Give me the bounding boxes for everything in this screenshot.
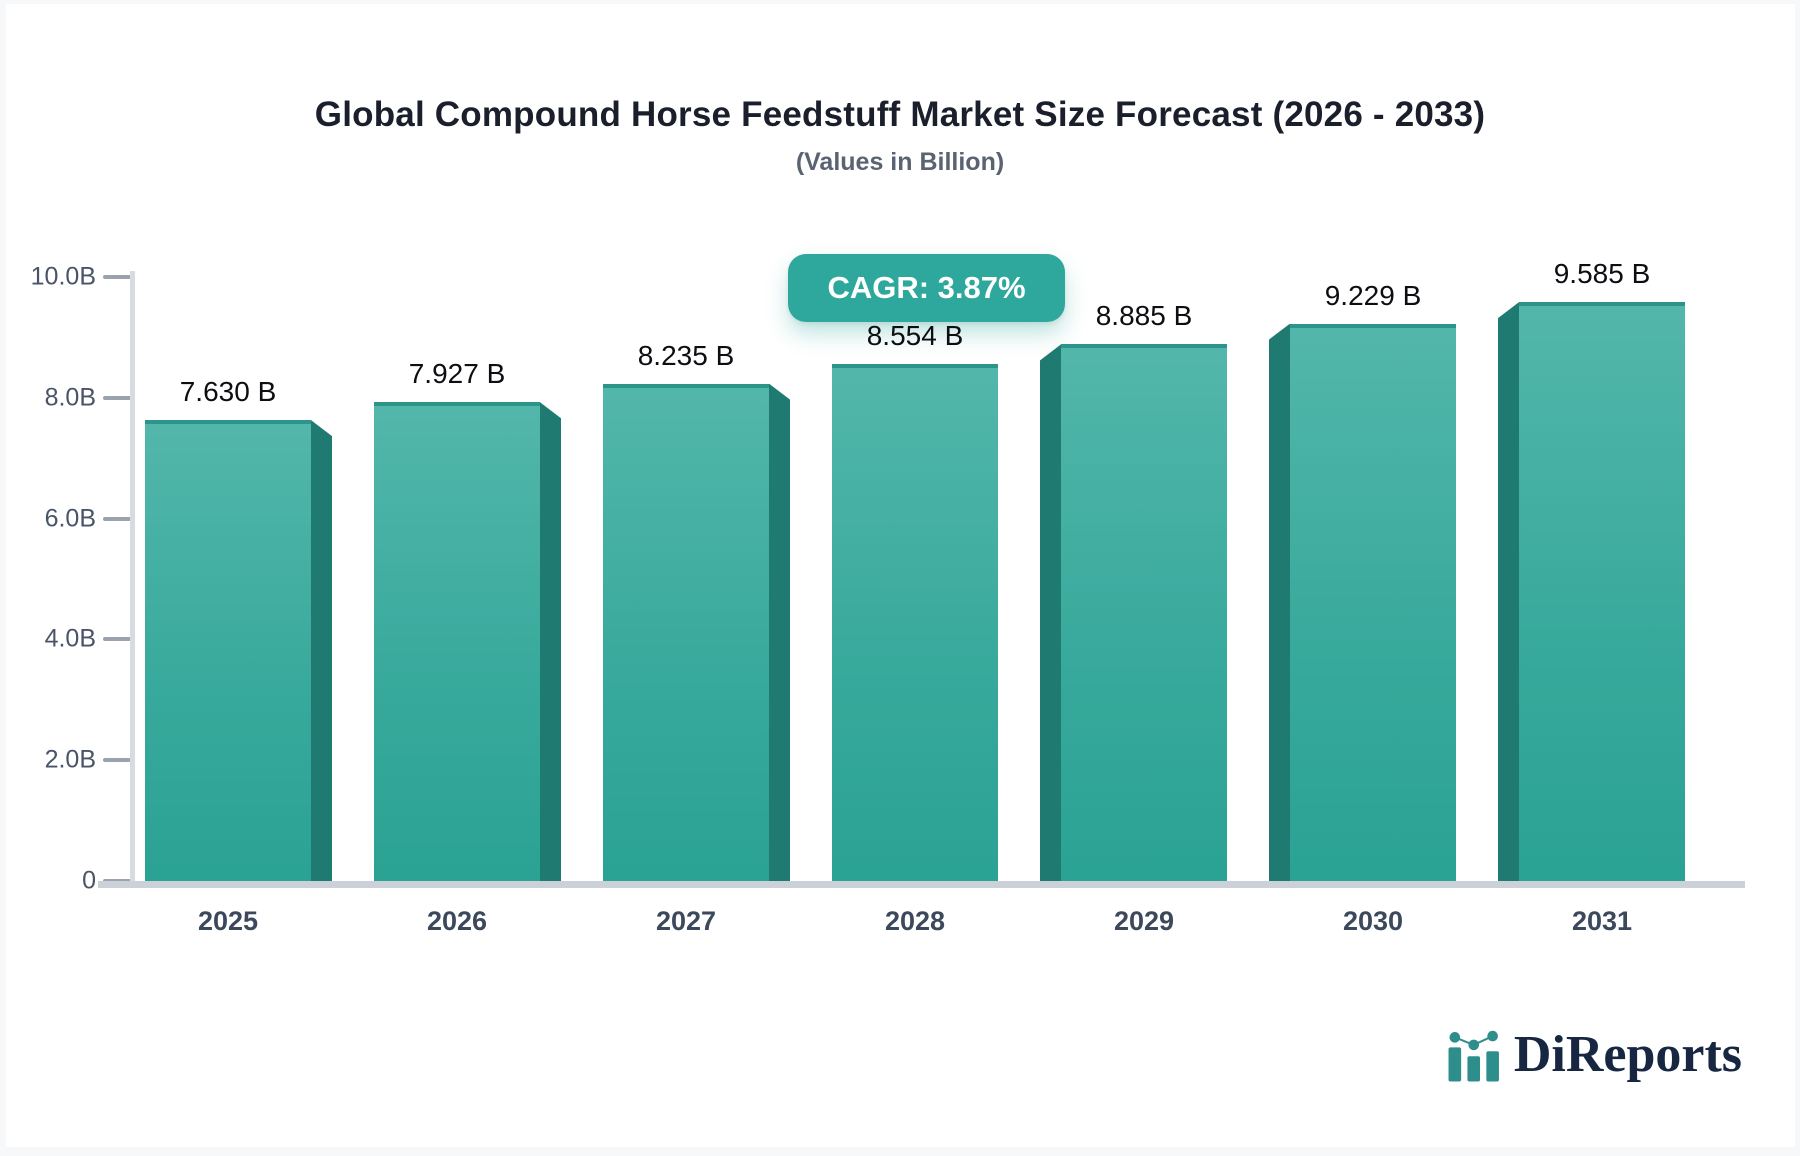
x-axis-category-label: 2028 bbox=[884, 906, 946, 936]
bar-value-label: 8.554 B bbox=[866, 320, 964, 352]
bar-value-label: 7.630 B bbox=[179, 376, 277, 408]
brand-name: DiReports bbox=[1513, 1026, 1742, 1083]
bar-3d-side bbox=[540, 402, 561, 881]
bar-3d-side bbox=[1040, 344, 1061, 881]
bar-value-label: 8.885 B bbox=[1095, 300, 1193, 332]
y-axis-tick-mark bbox=[103, 637, 131, 642]
x-axis-category-label: 2027 bbox=[655, 906, 717, 936]
y-axis-tick-label: 0 bbox=[82, 866, 96, 895]
x-axis-baseline bbox=[98, 881, 1745, 888]
cagr-badge: CAGR: 3.87% bbox=[788, 254, 1065, 322]
bar-3d-side bbox=[769, 383, 790, 881]
y-axis-tick-mark bbox=[103, 395, 131, 400]
y-axis-tick-mark bbox=[103, 275, 131, 279]
bar-2026 bbox=[374, 402, 540, 881]
y-axis-tick-label: 2.0B bbox=[44, 745, 96, 774]
bar-3d-side bbox=[1269, 323, 1290, 881]
bar-value-label: 8.235 B bbox=[637, 339, 735, 371]
bar-2031 bbox=[1519, 302, 1685, 881]
chart-title: Global Compound Horse Feedstuff Market S… bbox=[314, 95, 1486, 134]
bar-line-chart-icon bbox=[1448, 1030, 1499, 1082]
cagr-badge-label: CAGR: 3.87% bbox=[827, 270, 1026, 305]
bar-2030 bbox=[1290, 323, 1456, 881]
x-axis-category-label: 2026 bbox=[426, 906, 488, 936]
y-axis-tick-label: 10.0B bbox=[30, 262, 96, 291]
bar-3d-side bbox=[1498, 302, 1519, 881]
bar-2027 bbox=[603, 383, 769, 881]
x-axis-category-label: 2029 bbox=[1113, 906, 1175, 936]
bar-2029 bbox=[1061, 344, 1227, 881]
bar-value-label: 9.585 B bbox=[1553, 258, 1651, 290]
x-axis-category-label: 2031 bbox=[1571, 906, 1633, 936]
brand-logo: DiReports bbox=[1446, 1028, 1742, 1082]
y-axis-tick-label: 4.0B bbox=[44, 624, 96, 653]
y-axis-tick-mark bbox=[103, 516, 131, 521]
bar-2025 bbox=[145, 420, 311, 881]
bar-value-label: 7.927 B bbox=[408, 358, 506, 390]
x-axis-category-label: 2030 bbox=[1342, 906, 1404, 936]
chart-subtitle: (Values in Billion) bbox=[795, 148, 1005, 176]
y-axis-line bbox=[130, 271, 135, 888]
bar-2028 bbox=[832, 364, 998, 881]
y-axis-tick-mark bbox=[103, 758, 131, 763]
y-axis-tick-label: 8.0B bbox=[44, 383, 96, 412]
bar-3d-side bbox=[311, 420, 332, 881]
x-axis-category-label: 2025 bbox=[197, 906, 259, 936]
y-axis-tick-label: 6.0B bbox=[44, 504, 96, 533]
bar-value-label: 9.229 B bbox=[1324, 279, 1422, 311]
